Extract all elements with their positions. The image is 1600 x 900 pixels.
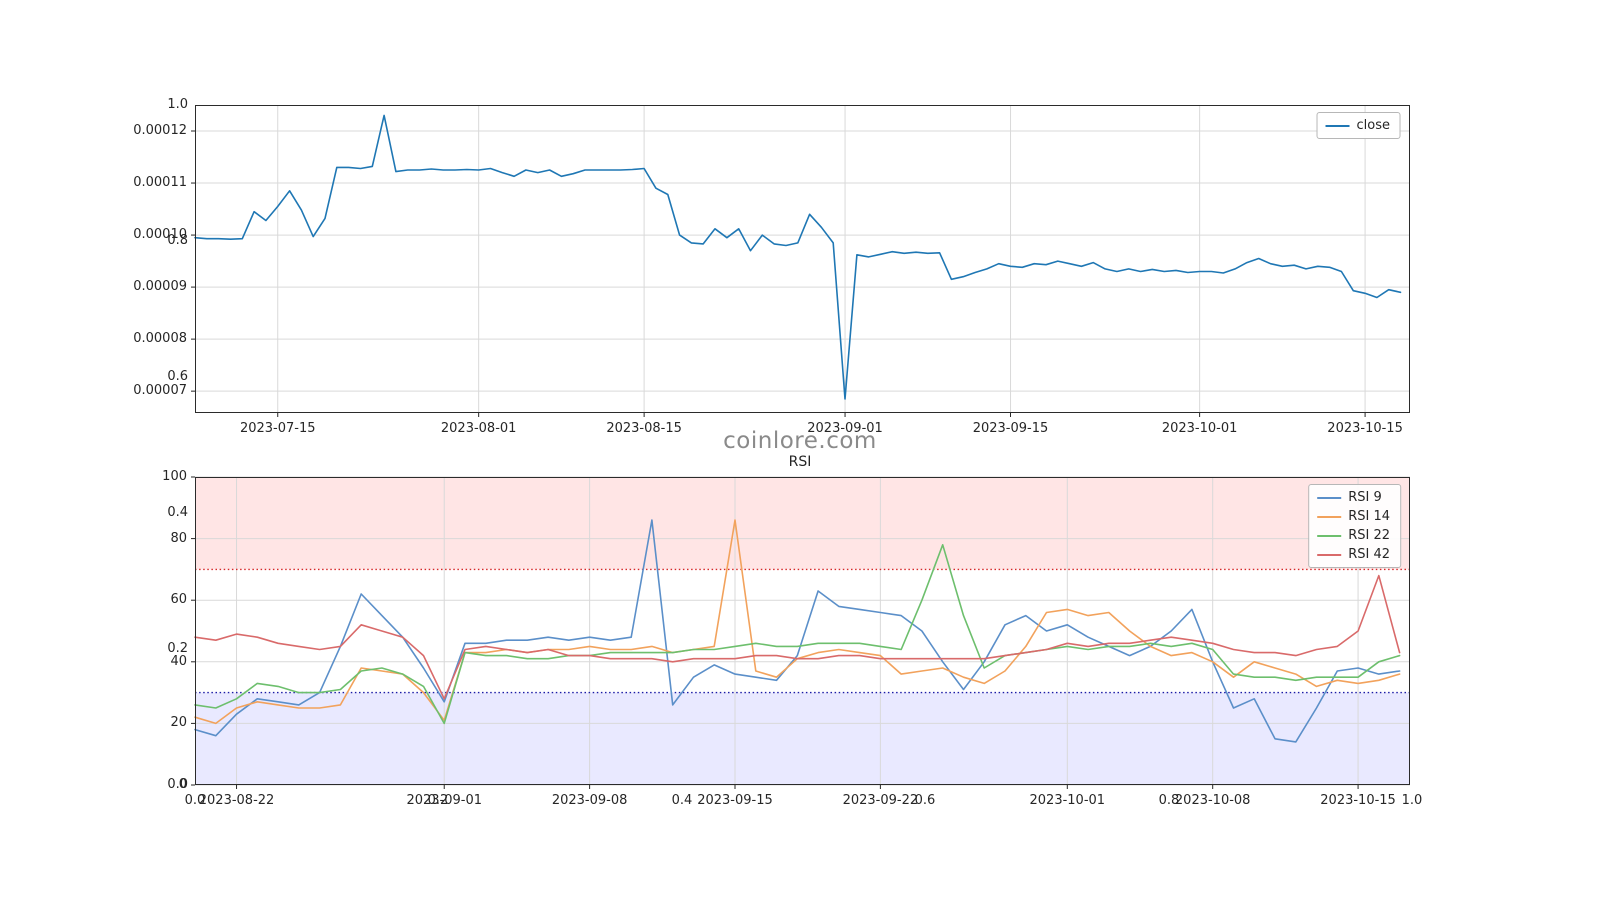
- rsi-x-tick-label: 2023-09-22: [842, 793, 919, 808]
- rsi-x-tick-label: 2023-08-22: [198, 793, 275, 808]
- legend-item: RSI 9: [1317, 490, 1390, 505]
- overlay-axis-label: 0.2: [167, 641, 188, 656]
- overlay-axis-label: 1.0: [1401, 793, 1423, 808]
- rsi-y-tick-label: 0: [178, 777, 187, 792]
- price-chart-canvas: [191, 105, 1410, 417]
- price-x-tick-label: 2023-07-15: [239, 421, 316, 436]
- legend-line-swatch: [1317, 534, 1342, 537]
- overlay-axis-label: 0.8: [167, 233, 188, 248]
- price-x-tick-label: 2023-09-15: [972, 421, 1049, 436]
- legend-item: RSI 42: [1317, 547, 1390, 562]
- rsi-y-tick-label: 60: [170, 592, 187, 608]
- rsi-x-tick-label: 2023-10-01: [1029, 793, 1106, 808]
- rsi-x-tick-label: 2023-09-08: [551, 793, 628, 808]
- overlay-axis-label: 0.4: [167, 505, 188, 520]
- legend-item: RSI 22: [1317, 528, 1390, 543]
- overlay-axis-label: 0.0: [184, 793, 206, 808]
- rsi-band: [195, 692, 1410, 785]
- rsi-chart-canvas: [191, 476, 1410, 789]
- rsi-y-tick-label: 80: [170, 530, 187, 546]
- rsi-legend: RSI 9 RSI 14 RSI 22 RSI 42: [1308, 484, 1401, 568]
- price-y-tick-label: 0.00011: [133, 175, 187, 191]
- overlay-axis-label: 0.8: [1158, 793, 1180, 808]
- overlay-axis-label: 0.6: [914, 793, 936, 808]
- price-y-tick-label: 0.00010: [133, 227, 187, 243]
- rsi-x-tick-label: 2023-10-08: [1174, 793, 1251, 808]
- price-y-tick-label: 0.00008: [133, 331, 187, 347]
- rsi-series-rsi-42: [194, 574, 1401, 700]
- rsi-subplot-title: RSI: [788, 454, 812, 470]
- rsi-x-tick-label: 2023-09-01: [406, 793, 482, 808]
- price-x-tick-label: 2023-08-15: [606, 421, 682, 436]
- rsi-series-rsi-22: [194, 544, 1401, 725]
- price-x-tick-label: 2023-10-01: [1161, 421, 1238, 436]
- legend-item: close: [1325, 118, 1390, 133]
- overlay-axis-label: 0.2: [427, 793, 449, 808]
- rsi-x-tick-label: 2023-09-15: [697, 793, 773, 808]
- price-y-tick-label: 0.00007: [133, 383, 187, 399]
- legend-line-swatch: [1317, 515, 1342, 518]
- legend-line-swatch: [1317, 553, 1342, 556]
- legend-label: RSI 9: [1348, 490, 1382, 505]
- price-y-tick-label: 0.00012: [133, 123, 187, 138]
- rsi-x-tick-label: 2023-10-15: [1320, 793, 1396, 808]
- price-y-tick-label: 0.00009: [133, 279, 187, 295]
- price-legend: close: [1316, 112, 1401, 139]
- rsi-series-rsi-9: [194, 519, 1401, 743]
- rsi-y-tick-label: 20: [170, 715, 187, 731]
- overlay-axis-label: 0.4: [671, 793, 693, 808]
- price-x-tick-label: 2023-09-01: [807, 421, 883, 436]
- legend-line-swatch: [1317, 496, 1342, 499]
- legend-label: RSI 22: [1348, 528, 1390, 543]
- overlay-axis-label: 1.0: [167, 97, 188, 112]
- overlay-axis-label: 0.0: [167, 777, 188, 792]
- watermark: coinlore.com: [723, 428, 877, 454]
- legend-item: RSI 14: [1317, 509, 1390, 524]
- rsi-y-tick-label: 40: [170, 653, 187, 669]
- legend-line-swatch: [1325, 124, 1350, 127]
- legend-label: RSI 14: [1348, 509, 1390, 524]
- price-x-tick-label: 2023-10-15: [1327, 421, 1403, 436]
- rsi-y-tick-label: 100: [162, 469, 187, 484]
- price-x-tick-label: 2023-08-01: [440, 421, 517, 436]
- price-series-close: [194, 114, 1402, 400]
- legend-label: RSI 42: [1348, 547, 1390, 562]
- rsi-band: [195, 477, 1410, 570]
- legend-label: close: [1356, 118, 1390, 133]
- overlay-axis-label: 0.6: [167, 369, 188, 384]
